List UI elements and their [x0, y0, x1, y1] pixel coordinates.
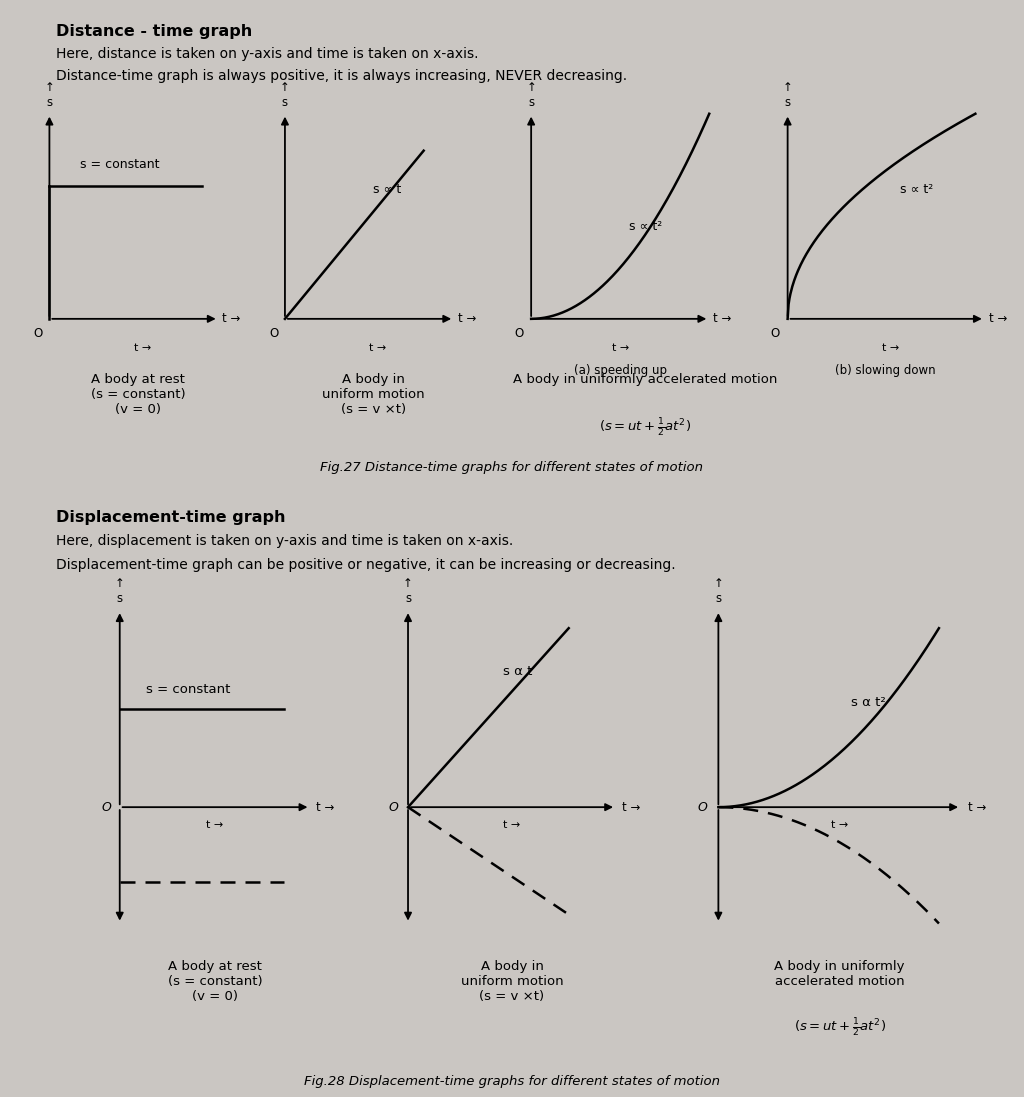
Text: Displacement-time graph: Displacement-time graph [56, 510, 286, 525]
Text: s = constant: s = constant [80, 158, 160, 171]
Text: s ∝ t²: s ∝ t² [900, 183, 934, 195]
Text: t →: t → [504, 819, 520, 829]
Text: A body in uniformly accelerated motion: A body in uniformly accelerated motion [513, 373, 777, 386]
Text: ↑
s: ↑ s [526, 81, 537, 109]
Text: O: O [101, 801, 111, 814]
Text: A body in
uniform motion
(s = v ×t): A body in uniform motion (s = v ×t) [323, 373, 425, 416]
Text: t →: t → [207, 819, 223, 829]
Text: O: O [34, 327, 43, 340]
Text: s α t: s α t [503, 665, 531, 678]
Text: O: O [269, 327, 279, 340]
Text: t →: t → [989, 313, 1008, 326]
Text: s ∝ t²: s ∝ t² [629, 219, 663, 233]
Text: (b) slowing down: (b) slowing down [835, 364, 936, 377]
Text: A body in
uniform motion
(s = v ×t): A body in uniform motion (s = v ×t) [461, 960, 563, 1003]
Text: $(s = ut + \frac{1}{2}at^2)$: $(s = ut + \frac{1}{2}at^2)$ [794, 1017, 886, 1039]
Text: Displacement-time graph can be positive or negative, it can be increasing or dec: Displacement-time graph can be positive … [56, 558, 676, 573]
Text: (a) speeding up: (a) speeding up [573, 364, 667, 377]
Text: ↑
s: ↑ s [115, 577, 125, 604]
Text: Here, displacement is taken on y-axis and time is taken on x-axis.: Here, displacement is taken on y-axis an… [56, 534, 514, 548]
Text: A body in uniformly
accelerated motion: A body in uniformly accelerated motion [774, 960, 905, 988]
Text: t →: t → [968, 801, 986, 814]
Text: s ∝ t: s ∝ t [373, 183, 401, 195]
Text: ↑
s: ↑ s [44, 81, 54, 109]
Text: s α t²: s α t² [851, 695, 886, 709]
Text: O: O [389, 801, 398, 814]
Text: t →: t → [458, 313, 476, 326]
Text: A body at rest
(s = constant)
(v = 0): A body at rest (s = constant) (v = 0) [168, 960, 262, 1003]
Text: ↑
s: ↑ s [714, 577, 723, 604]
Text: t →: t → [315, 801, 334, 814]
Text: O: O [771, 327, 780, 340]
Text: t →: t → [622, 801, 640, 814]
Text: Distance-time graph is always positive, it is always increasing, NEVER decreasin: Distance-time graph is always positive, … [56, 69, 628, 83]
Text: s = constant: s = constant [145, 683, 230, 697]
Text: ↑
s: ↑ s [280, 81, 290, 109]
Text: t →: t → [611, 343, 629, 353]
Text: t →: t → [134, 343, 152, 353]
Text: ↑
s: ↑ s [403, 577, 413, 604]
Text: O: O [697, 801, 708, 814]
Text: $(s = ut + \frac{1}{2}at^2)$: $(s = ut + \frac{1}{2}at^2)$ [599, 417, 691, 439]
Text: t →: t → [714, 313, 732, 326]
Text: A body at rest
(s = constant)
(v = 0): A body at rest (s = constant) (v = 0) [91, 373, 185, 416]
Text: ↑
s: ↑ s [782, 81, 793, 109]
Text: t →: t → [222, 313, 241, 326]
Text: Here, distance is taken on y-axis and time is taken on x-axis.: Here, distance is taken on y-axis and ti… [56, 47, 479, 61]
Text: t →: t → [883, 343, 899, 353]
Text: O: O [515, 327, 524, 340]
Text: Distance - time graph: Distance - time graph [56, 24, 253, 39]
Text: t →: t → [831, 819, 848, 829]
Text: t →: t → [370, 343, 387, 353]
Text: Fig.27 Distance-time graphs for different states of motion: Fig.27 Distance-time graphs for differen… [321, 461, 703, 474]
Text: Fig.28 Displacement-time graphs for different states of motion: Fig.28 Displacement-time graphs for diff… [304, 1075, 720, 1088]
